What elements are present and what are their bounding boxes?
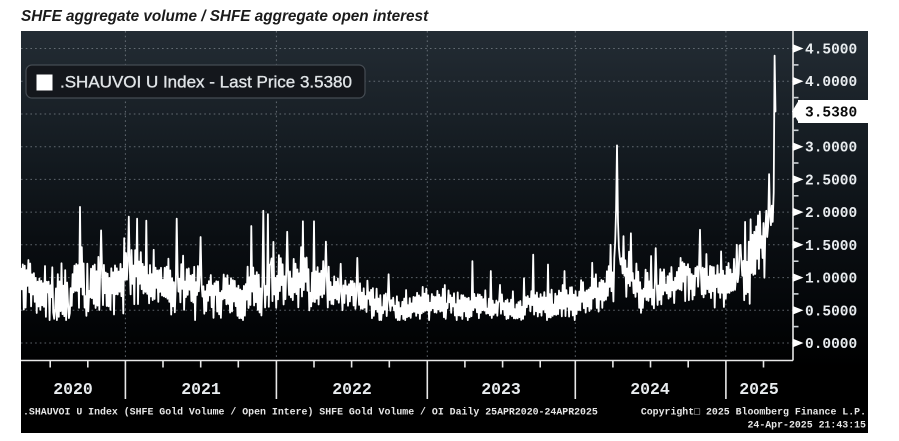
- svg-text:4.5000: 4.5000: [805, 43, 857, 59]
- svg-text:.SHAUVOI U Index (SHFE Gold Vo: .SHAUVOI U Index (SHFE Gold Volume / Ope…: [23, 407, 598, 418]
- svg-text:2024: 2024: [630, 380, 670, 399]
- svg-text:24-Apr-2025 21:43:15: 24-Apr-2025 21:43:15: [747, 420, 866, 431]
- svg-text:0.5000: 0.5000: [805, 304, 857, 320]
- svg-text:3.5380: 3.5380: [805, 106, 857, 122]
- svg-text:2025: 2025: [739, 380, 779, 399]
- svg-text:4.0000: 4.0000: [805, 75, 857, 91]
- svg-text:2021: 2021: [181, 380, 221, 399]
- svg-text:2023: 2023: [481, 380, 521, 399]
- svg-text:2.0000: 2.0000: [805, 206, 857, 222]
- svg-text:.SHAUVOI U Index - Last Price: .SHAUVOI U Index - Last Price 3.5380: [60, 73, 352, 92]
- svg-text:1.0000: 1.0000: [805, 272, 857, 288]
- svg-text:2020: 2020: [53, 380, 93, 399]
- svg-text:1.5000: 1.5000: [805, 239, 857, 255]
- svg-text:2.5000: 2.5000: [805, 173, 857, 189]
- svg-text:2022: 2022: [332, 380, 372, 399]
- svg-text:3.0000: 3.0000: [805, 141, 857, 157]
- svg-text:0.0000: 0.0000: [805, 337, 857, 353]
- svg-text:Copyright□ 2025 Bloomberg Fina: Copyright□ 2025 Bloomberg Finance L.P.: [641, 407, 866, 418]
